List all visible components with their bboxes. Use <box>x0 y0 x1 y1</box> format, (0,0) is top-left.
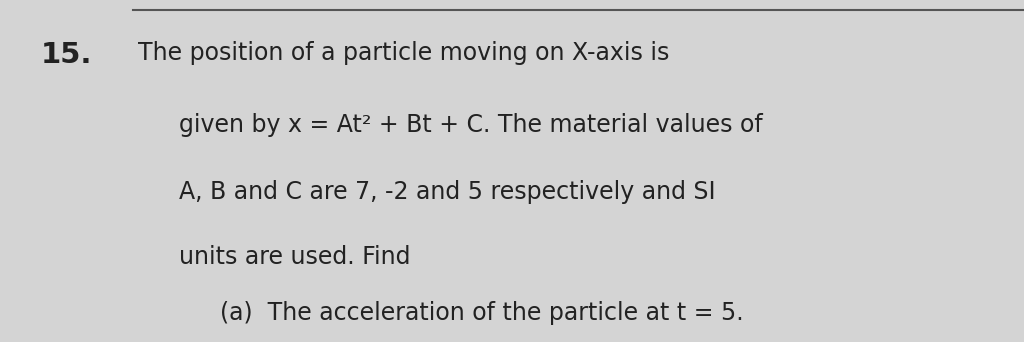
Text: given by x = At² + Bt + C. The material values of: given by x = At² + Bt + C. The material … <box>179 113 763 137</box>
Text: A, B and C are 7, -2 and 5 respectively and SI: A, B and C are 7, -2 and 5 respectively … <box>179 180 716 203</box>
Text: The position of a particle moving on X-axis is: The position of a particle moving on X-a… <box>138 41 670 65</box>
Text: units are used. Find: units are used. Find <box>179 245 411 268</box>
Text: 15.: 15. <box>41 41 92 69</box>
Text: (a)  The acceleration of the particle at t = 5.: (a) The acceleration of the particle at … <box>220 301 743 325</box>
